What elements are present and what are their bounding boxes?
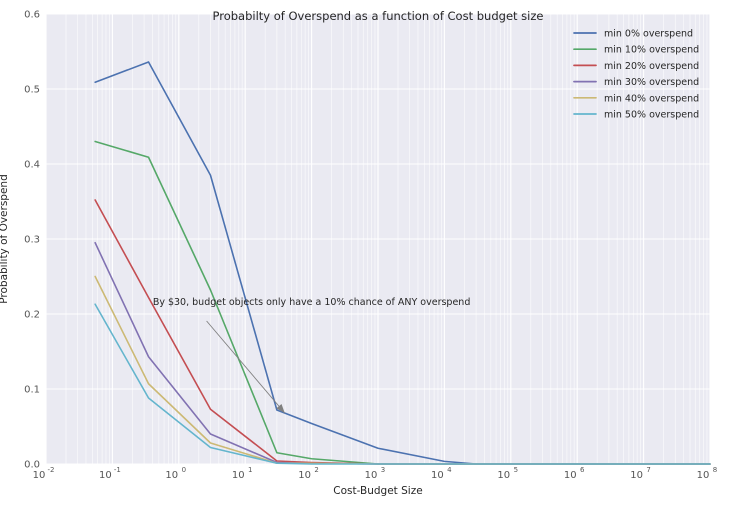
y-axis-label: Probability of Overspend (0, 174, 10, 303)
chart-annotations: By $30, budget objects only have a 10% c… (153, 297, 471, 414)
series-line-5 (94, 303, 711, 465)
x-axis-label: Cost-Budget Size (333, 485, 422, 497)
svg-text:-2: -2 (48, 466, 55, 474)
annotation-arrow-head-0 (276, 403, 285, 413)
y-tick-6: 0.6 (24, 10, 40, 21)
data-series-lines (94, 61, 711, 465)
svg-text:-1: -1 (114, 466, 121, 474)
legend-item-4[interactable]: min 40% overspend (573, 93, 699, 104)
x-tick-3: 10 1 (232, 466, 253, 481)
svg-text:1: 1 (248, 466, 252, 474)
y-tick-3: 0.3 (24, 235, 40, 246)
legend-item-3[interactable]: min 30% overspend (573, 77, 699, 88)
y-tick-2: 0.2 (24, 310, 40, 321)
svg-text:10: 10 (365, 470, 378, 481)
chart-legend: min 0% overspend min 10% overspend min 20%… (573, 29, 699, 121)
legend-item-5[interactable]: min 50% overspend (573, 110, 699, 121)
svg-text:5: 5 (514, 466, 518, 474)
x-tick-1: 10 -1 (99, 466, 121, 481)
x-tick-4: 10 2 (298, 466, 319, 481)
y-tick-1: 0.1 (24, 385, 40, 396)
legend-item-2[interactable]: min 20% overspend (573, 61, 699, 72)
svg-text:10: 10 (165, 470, 178, 481)
legend-label-5: min 50% overspend (604, 110, 699, 121)
legend-label-2: min 20% overspend (604, 61, 699, 72)
svg-text:10: 10 (298, 470, 311, 481)
svg-text:2: 2 (314, 466, 318, 474)
svg-text:10: 10 (630, 470, 643, 481)
x-axis-tick-labels: 10 -2 10 -1 10 0 10 1 10 2 10 3 10 4 10 5 10 6 10 7 10 8 (33, 466, 718, 481)
svg-text:7: 7 (646, 466, 650, 474)
x-tick-10: 10 8 (697, 466, 718, 481)
legend-item-0[interactable]: min 0% overspend (573, 29, 693, 40)
y-tick-4: 0.4 (24, 160, 40, 171)
series-line-0 (94, 61, 711, 465)
svg-text:10: 10 (431, 470, 444, 481)
svg-text:4: 4 (447, 466, 452, 474)
x-tick-0: 10 -2 (33, 466, 55, 481)
legend-label-4: min 40% overspend (604, 93, 699, 104)
svg-text:3: 3 (381, 466, 385, 474)
x-tick-2: 10 0 (165, 466, 186, 481)
svg-text:8: 8 (713, 466, 717, 474)
annotation-arrow-line-0 (206, 320, 286, 414)
svg-text:10: 10 (497, 470, 510, 481)
legend-label-3: min 30% overspend (604, 77, 699, 88)
svg-text:10: 10 (697, 470, 710, 481)
y-tick-5: 0.5 (24, 85, 40, 96)
svg-text:0: 0 (182, 466, 186, 474)
svg-text:10: 10 (33, 470, 46, 481)
y-axis-tick-labels: 0.0 0.1 0.2 0.3 0.4 0.5 0.6 (24, 10, 40, 471)
legend-item-1[interactable]: min 10% overspend (573, 45, 699, 56)
x-tick-6: 10 4 (431, 466, 452, 481)
svg-text:10: 10 (564, 470, 577, 481)
svg-text:10: 10 (99, 470, 112, 481)
y-tick-0: 0.0 (24, 460, 40, 471)
svg-text:6: 6 (580, 466, 585, 474)
legend-label-0: min 0% overspend (604, 29, 693, 40)
chart-title: Probabilty of Overspend as a function of… (213, 9, 544, 23)
x-tick-5: 10 3 (365, 466, 386, 481)
x-tick-7: 10 5 (497, 466, 518, 481)
x-tick-8: 10 6 (564, 466, 585, 481)
annotation-text-0: By $30, budget objects only have a 10% c… (153, 297, 471, 308)
legend-label-1: min 10% overspend (604, 45, 699, 56)
svg-text:10: 10 (232, 470, 245, 481)
x-tick-9: 10 7 (630, 466, 651, 481)
